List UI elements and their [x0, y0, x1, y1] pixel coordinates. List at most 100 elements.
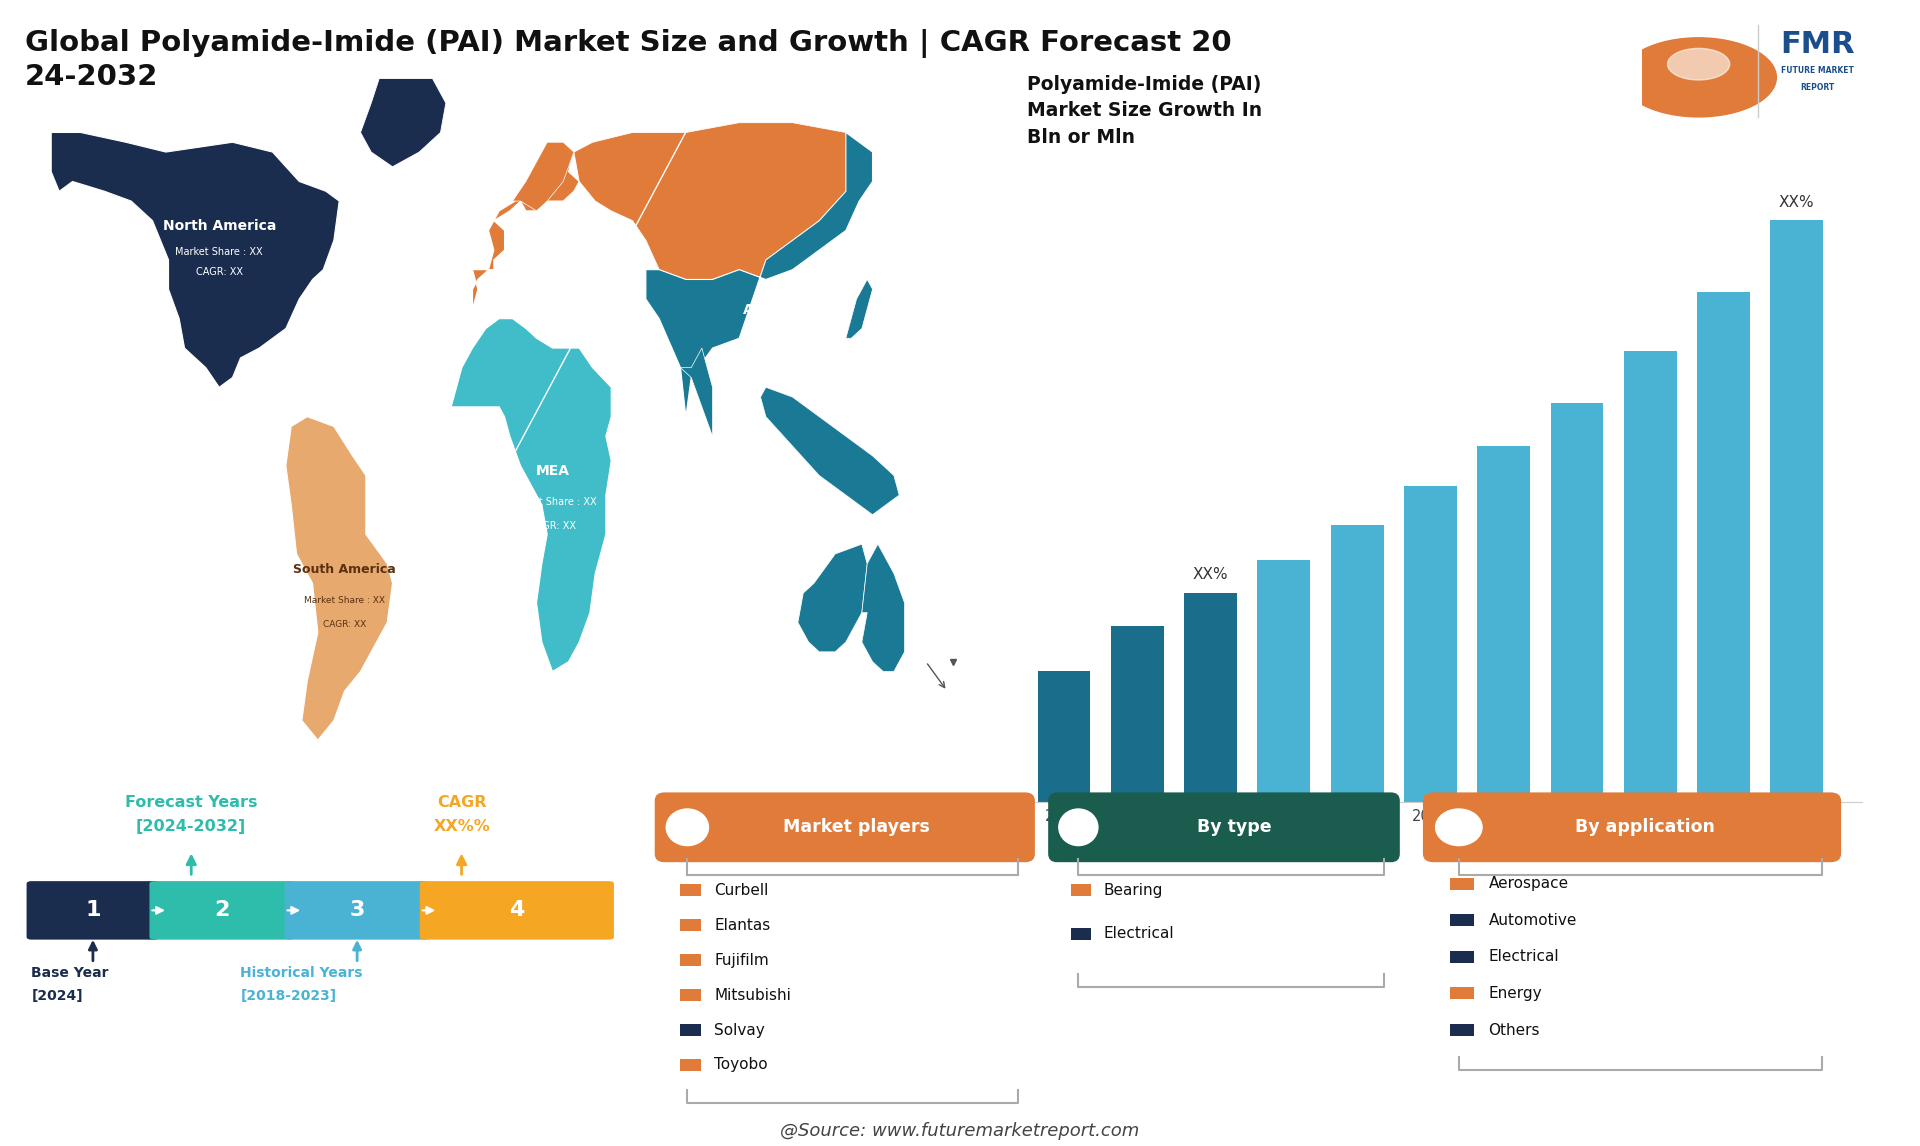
Polygon shape — [574, 123, 872, 280]
Text: MEA: MEA — [536, 464, 570, 479]
FancyBboxPatch shape — [680, 955, 701, 966]
Circle shape — [1058, 809, 1098, 846]
Text: 2: 2 — [215, 901, 230, 920]
Text: FUTURE MARKET: FUTURE MARKET — [1782, 66, 1855, 76]
Text: CAGR: CAGR — [438, 795, 486, 810]
FancyBboxPatch shape — [1450, 951, 1475, 963]
Text: CAGR: XX: CAGR: XX — [196, 267, 242, 276]
Text: South America: South America — [294, 564, 396, 576]
Text: Market Share : XX: Market Share : XX — [303, 596, 386, 605]
Polygon shape — [760, 387, 899, 515]
Bar — [1258, 560, 1309, 802]
FancyBboxPatch shape — [680, 1059, 701, 1070]
FancyBboxPatch shape — [1450, 878, 1475, 889]
FancyBboxPatch shape — [420, 881, 614, 940]
Text: Market Share : XX: Market Share : XX — [495, 261, 584, 272]
Polygon shape — [513, 142, 574, 211]
Bar — [1624, 351, 1676, 802]
Polygon shape — [645, 133, 872, 417]
Polygon shape — [286, 417, 392, 740]
Polygon shape — [52, 133, 340, 387]
Polygon shape — [847, 280, 872, 338]
FancyBboxPatch shape — [655, 792, 1035, 862]
FancyBboxPatch shape — [1450, 915, 1475, 926]
Bar — [1037, 672, 1091, 802]
FancyBboxPatch shape — [284, 881, 430, 940]
Text: CAGR: XX: CAGR: XX — [530, 521, 576, 532]
FancyBboxPatch shape — [1450, 1025, 1475, 1036]
Text: Market Share : XX: Market Share : XX — [509, 497, 597, 507]
Text: CAGR: XX: CAGR: XX — [323, 620, 367, 629]
Circle shape — [666, 809, 708, 846]
Text: XX%%: XX%% — [434, 818, 490, 833]
Bar — [1476, 447, 1530, 802]
Text: Automotive: Automotive — [1488, 913, 1576, 928]
Text: 1: 1 — [84, 901, 100, 920]
Text: Solvay: Solvay — [714, 1022, 764, 1037]
FancyBboxPatch shape — [1048, 792, 1400, 862]
FancyBboxPatch shape — [1423, 792, 1841, 862]
Text: Electrical: Electrical — [1104, 926, 1173, 941]
Text: 3: 3 — [349, 901, 365, 920]
Polygon shape — [799, 544, 868, 652]
Text: Historical Years: Historical Years — [240, 966, 363, 980]
Text: Fujifilm: Fujifilm — [714, 952, 770, 967]
Text: Asia Pacific: Asia Pacific — [743, 303, 831, 316]
FancyBboxPatch shape — [680, 1025, 701, 1036]
Text: Market players: Market players — [783, 818, 929, 837]
Text: [2024-2032]: [2024-2032] — [136, 818, 246, 833]
Text: CAGR: XX: CAGR: XX — [764, 360, 810, 370]
Circle shape — [1620, 38, 1776, 117]
Bar — [1404, 486, 1457, 802]
Text: Base Year: Base Year — [31, 966, 109, 980]
Polygon shape — [862, 544, 904, 672]
Text: Aerospace: Aerospace — [1488, 877, 1569, 892]
Text: FMR: FMR — [1780, 30, 1855, 58]
Text: 4: 4 — [509, 901, 524, 920]
Text: Others: Others — [1488, 1022, 1540, 1037]
Text: Market Share : XX: Market Share : XX — [743, 335, 831, 345]
Text: North America: North America — [163, 220, 276, 234]
Polygon shape — [472, 142, 580, 309]
Text: REPORT: REPORT — [1801, 84, 1836, 93]
Polygon shape — [680, 348, 712, 437]
Bar — [1770, 220, 1824, 802]
Text: Market Share : XX: Market Share : XX — [175, 248, 263, 257]
Text: CAGR: XX: CAGR: XX — [516, 281, 563, 291]
Bar — [1112, 626, 1164, 802]
Text: Bearing: Bearing — [1104, 882, 1164, 898]
FancyBboxPatch shape — [680, 989, 701, 1002]
Text: Electrical: Electrical — [1488, 949, 1559, 965]
Polygon shape — [361, 79, 445, 167]
FancyBboxPatch shape — [1071, 927, 1091, 940]
Circle shape — [1667, 48, 1730, 80]
Text: Energy: Energy — [1488, 986, 1542, 1000]
Text: @Source: www.futuremarketreport.com: @Source: www.futuremarketreport.com — [780, 1122, 1140, 1140]
Text: Europe: Europe — [511, 234, 566, 249]
Text: [2018-2023]: [2018-2023] — [240, 989, 336, 1003]
Bar — [1551, 403, 1603, 802]
Text: XX%: XX% — [1780, 195, 1814, 210]
Polygon shape — [451, 319, 611, 672]
Bar — [1697, 292, 1749, 802]
FancyBboxPatch shape — [150, 881, 294, 940]
Text: Mitsubishi: Mitsubishi — [714, 988, 791, 1003]
Text: [2024]: [2024] — [31, 989, 83, 1003]
FancyBboxPatch shape — [1071, 885, 1091, 896]
FancyBboxPatch shape — [680, 919, 701, 932]
Text: By application: By application — [1574, 818, 1715, 837]
Circle shape — [1436, 809, 1482, 846]
FancyBboxPatch shape — [27, 881, 159, 940]
Text: By type: By type — [1198, 818, 1271, 837]
Bar — [1185, 592, 1236, 802]
Text: Polyamide-Imide (PAI)
Market Size Growth In
Bln or Mln: Polyamide-Imide (PAI) Market Size Growth… — [1027, 74, 1263, 147]
FancyBboxPatch shape — [1450, 988, 1475, 999]
Text: XX%: XX% — [1192, 567, 1229, 582]
Text: Curbell: Curbell — [714, 882, 768, 898]
Text: Toyobo: Toyobo — [714, 1058, 768, 1073]
Text: Elantas: Elantas — [714, 918, 770, 933]
Text: Global Polyamide-Imide (PAI) Market Size and Growth | CAGR Forecast 20
24-2032: Global Polyamide-Imide (PAI) Market Size… — [25, 29, 1231, 92]
Text: Forecast Years: Forecast Years — [125, 795, 257, 810]
FancyBboxPatch shape — [680, 885, 701, 896]
Bar — [1331, 525, 1384, 802]
